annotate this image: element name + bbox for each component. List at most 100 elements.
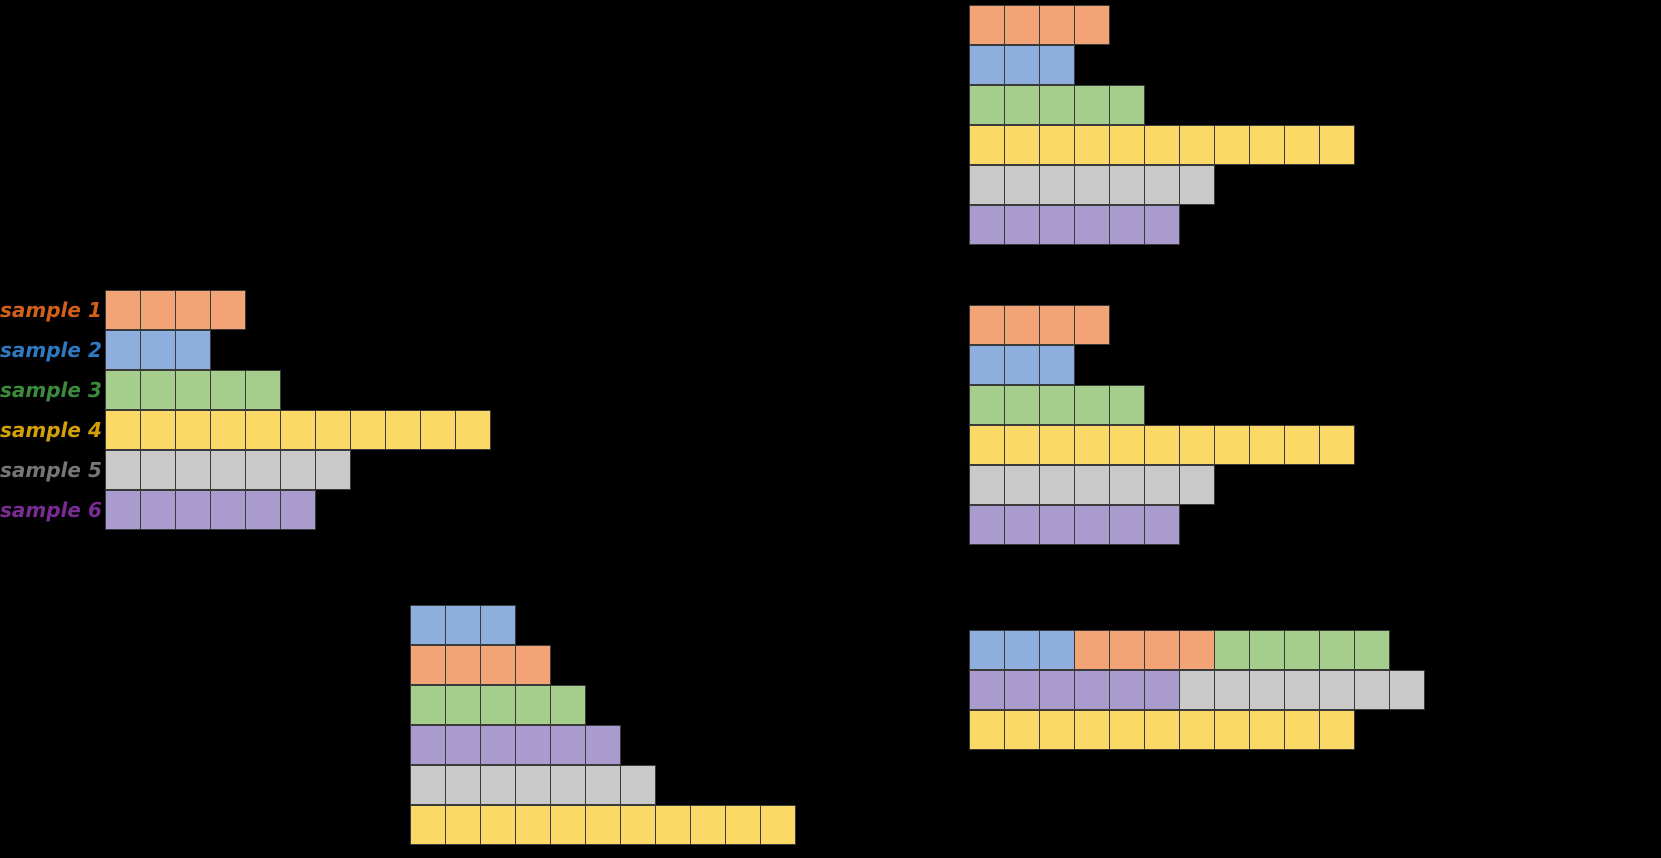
sample-cell[interactable] bbox=[969, 165, 1005, 205]
sample-cell[interactable] bbox=[1214, 630, 1250, 670]
sample-cell[interactable] bbox=[175, 330, 211, 370]
sample-cell[interactable] bbox=[969, 45, 1005, 85]
sample-cell[interactable] bbox=[480, 765, 516, 805]
sample-row[interactable] bbox=[410, 805, 796, 845]
sample-cell[interactable] bbox=[1004, 505, 1040, 545]
sample-cell[interactable] bbox=[1039, 505, 1075, 545]
sample-row[interactable] bbox=[410, 645, 551, 685]
sample-cell[interactable] bbox=[1109, 425, 1145, 465]
sample-cell[interactable] bbox=[410, 805, 446, 845]
sample-cell[interactable] bbox=[1284, 425, 1320, 465]
sample-cell[interactable] bbox=[1389, 670, 1425, 710]
sample-cell[interactable] bbox=[1249, 630, 1285, 670]
sample-cell[interactable] bbox=[969, 385, 1005, 425]
sample-cell[interactable] bbox=[1039, 710, 1075, 750]
sample-cell[interactable] bbox=[550, 805, 586, 845]
sample-cell[interactable] bbox=[1144, 630, 1180, 670]
sample-cell[interactable] bbox=[969, 5, 1005, 45]
sample-cell[interactable] bbox=[140, 410, 176, 450]
sample-cell[interactable] bbox=[1109, 465, 1145, 505]
sample-cell[interactable] bbox=[105, 370, 141, 410]
sample-cell[interactable] bbox=[1109, 505, 1145, 545]
sample-cell[interactable] bbox=[1144, 670, 1180, 710]
sample-cell[interactable] bbox=[245, 410, 281, 450]
sample-cell[interactable] bbox=[969, 505, 1005, 545]
sample-cell[interactable] bbox=[1179, 125, 1215, 165]
sample-cell[interactable] bbox=[1144, 125, 1180, 165]
sample-cell[interactable] bbox=[1249, 670, 1285, 710]
sample-cell[interactable] bbox=[1004, 630, 1040, 670]
sample-cell[interactable] bbox=[550, 765, 586, 805]
sample-cell[interactable] bbox=[445, 805, 481, 845]
sample-cell[interactable] bbox=[550, 685, 586, 725]
sample-cell[interactable] bbox=[1179, 425, 1215, 465]
sample-cell[interactable] bbox=[1004, 125, 1040, 165]
sample-cell[interactable] bbox=[1144, 205, 1180, 245]
sample-cell[interactable] bbox=[1284, 125, 1320, 165]
sample-cell[interactable] bbox=[140, 450, 176, 490]
sample-cell[interactable] bbox=[1039, 305, 1075, 345]
sample-row[interactable] bbox=[969, 5, 1110, 45]
sample-row[interactable] bbox=[105, 330, 211, 370]
sample-cell[interactable] bbox=[969, 205, 1005, 245]
sample-cell[interactable] bbox=[1074, 630, 1110, 670]
sample-cell[interactable] bbox=[1004, 465, 1040, 505]
sample-cell[interactable] bbox=[1179, 670, 1215, 710]
sample-cell[interactable] bbox=[1144, 505, 1180, 545]
sample-cell[interactable] bbox=[410, 765, 446, 805]
sample-cell[interactable] bbox=[175, 370, 211, 410]
sample-cell[interactable] bbox=[175, 410, 211, 450]
sample-cell[interactable] bbox=[690, 805, 726, 845]
sample-cell[interactable] bbox=[455, 410, 491, 450]
sample-cell[interactable] bbox=[1004, 45, 1040, 85]
sample-cell[interactable] bbox=[1319, 670, 1355, 710]
sample-cell[interactable] bbox=[1109, 85, 1145, 125]
sample-cell[interactable] bbox=[1039, 85, 1075, 125]
sample-cell[interactable] bbox=[105, 490, 141, 530]
sample-cell[interactable] bbox=[350, 410, 386, 450]
sample-cell[interactable] bbox=[1179, 630, 1215, 670]
sample-cell[interactable] bbox=[210, 410, 246, 450]
sample-row[interactable] bbox=[969, 85, 1145, 125]
sample-cell[interactable] bbox=[1039, 630, 1075, 670]
sample-cell[interactable] bbox=[1074, 670, 1110, 710]
sample-cell[interactable] bbox=[1004, 85, 1040, 125]
sample-cell[interactable] bbox=[140, 330, 176, 370]
sample-cell[interactable] bbox=[480, 805, 516, 845]
sample-cell[interactable] bbox=[1214, 670, 1250, 710]
sample-cell[interactable] bbox=[585, 805, 621, 845]
sample-row[interactable] bbox=[969, 305, 1110, 345]
sample-cell[interactable] bbox=[969, 85, 1005, 125]
sample-cell[interactable] bbox=[1039, 465, 1075, 505]
sample-cell[interactable] bbox=[140, 370, 176, 410]
sample-cell[interactable] bbox=[140, 290, 176, 330]
sample-cell[interactable] bbox=[1074, 465, 1110, 505]
sample-cell[interactable] bbox=[1179, 710, 1215, 750]
sample-cell[interactable] bbox=[140, 490, 176, 530]
sample-row[interactable] bbox=[105, 370, 281, 410]
sample-cell[interactable] bbox=[410, 645, 446, 685]
sample-row[interactable] bbox=[969, 425, 1355, 465]
sample-cell[interactable] bbox=[280, 410, 316, 450]
sample-row[interactable] bbox=[969, 165, 1215, 205]
sample-cell[interactable] bbox=[175, 450, 211, 490]
sample-cell[interactable] bbox=[1179, 465, 1215, 505]
sample-cell[interactable] bbox=[445, 725, 481, 765]
sample-cell[interactable] bbox=[1319, 710, 1355, 750]
sample-row[interactable] bbox=[410, 725, 621, 765]
sample-cell[interactable] bbox=[315, 450, 351, 490]
sample-cell[interactable] bbox=[1004, 425, 1040, 465]
sample-cell[interactable] bbox=[1004, 205, 1040, 245]
sample-cell[interactable] bbox=[1109, 205, 1145, 245]
sample-cell[interactable] bbox=[550, 725, 586, 765]
sample-cell[interactable] bbox=[515, 805, 551, 845]
sample-cell[interactable] bbox=[1074, 5, 1110, 45]
sample-cell[interactable] bbox=[1249, 425, 1285, 465]
sample-row[interactable] bbox=[969, 505, 1180, 545]
sample-cell[interactable] bbox=[445, 685, 481, 725]
sample-cell[interactable] bbox=[105, 410, 141, 450]
sample-row[interactable] bbox=[969, 630, 1390, 670]
sample-cell[interactable] bbox=[585, 725, 621, 765]
sample-cell[interactable] bbox=[969, 425, 1005, 465]
sample-cell[interactable] bbox=[1004, 5, 1040, 45]
